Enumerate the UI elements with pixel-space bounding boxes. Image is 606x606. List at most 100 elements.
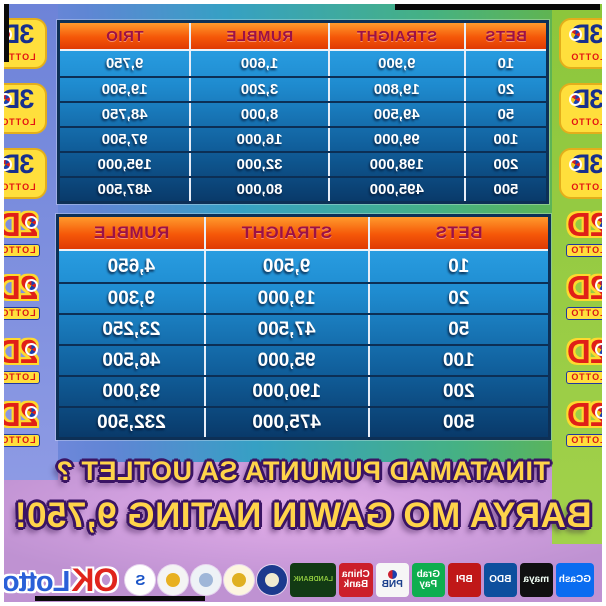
ok-lotto-logo: OK Lotto: [4, 562, 122, 599]
lotto-2d-badge: 2DLOTTO: [559, 333, 602, 385]
bdo-logo: BDO: [483, 563, 517, 597]
pcso-pinwheel-icon: [595, 279, 602, 292]
table-cell: 475,000: [205, 408, 370, 437]
grabpay-logo: Grab Pay: [411, 563, 445, 597]
lotto-2d-badge: 2DLOTTO: [4, 269, 47, 321]
badge-lotto-label: LOTTO: [4, 371, 40, 384]
lotto-3d-badge: 3DLOTTO: [4, 83, 47, 134]
navy-seal-logo: [257, 565, 288, 595]
table-row: 20 19,000 9,300: [59, 282, 548, 313]
pcso-pinwheel-icon: [595, 216, 602, 229]
table-cell: 10: [448, 255, 470, 277]
seal-emblem-icon: [199, 573, 214, 587]
table-cell: 3,200: [191, 78, 330, 101]
headline-line2: BARYA MO GAWIN NATING 9,750!: [14, 496, 592, 535]
table-cell: 9,750: [60, 51, 192, 76]
pcso-pinwheel-icon: [25, 216, 38, 229]
badge-lotto-label: LOTTO: [566, 434, 602, 447]
table-row: 50 47,500 23,250: [59, 313, 548, 344]
pnb-logo: PNB: [375, 563, 409, 597]
table-cell: 198,000: [329, 153, 466, 176]
table-cell: 200: [493, 156, 519, 173]
badge-lotto-label: LOTTO: [4, 307, 40, 320]
table-cell: 47,500: [205, 315, 370, 344]
mirrored-canvas: 3DLOTTO 3DLOTTO 3DLOTTO 2DLOTTO 2DLOTTO 2DLOT…: [4, 4, 602, 602]
logo-label: LANDBANK: [293, 576, 333, 584]
headline-line1: TINATAMAD PUMUNTA SA UOTLET ?: [56, 456, 550, 486]
table-cell: 19,800: [329, 78, 466, 101]
video-artifact-bar-bottom: [35, 596, 205, 601]
footer-logo-strip: GCash maya BDO BPI Grab Pay PNB China Bank LANDBA…: [4, 560, 594, 600]
column-header: RUMBLE: [191, 23, 330, 49]
table-row: 100 95,000 46,500: [59, 344, 548, 375]
badge-lotto-label: LOTTO: [566, 307, 602, 320]
pcso-pinwheel-icon: [569, 158, 582, 171]
badge-lotto-label: LOTTO: [570, 117, 602, 127]
lotto-2d-badge: 2DLOTTO: [4, 206, 47, 258]
badge-lotto-label: LOTTO: [4, 244, 40, 257]
lotto-3d-badge: 3DLOTTO: [559, 83, 602, 134]
lotto-2d-badge: 2DLOTTO: [559, 396, 602, 448]
maya-logo: maya: [519, 563, 553, 597]
column-header: BETS: [435, 223, 483, 242]
gcash-logo: GCash: [555, 563, 594, 597]
seal-emblem-icon: [232, 573, 247, 587]
video-artifact-bar-top: [395, 4, 600, 10]
table-cell: 16,000: [191, 128, 330, 151]
table-header-row: BETS STRAIGHT RUMBLE: [59, 217, 548, 251]
table-cell: 232,500: [59, 408, 206, 437]
pcso-pinwheel-icon: [25, 279, 38, 292]
table-cell: 49,500: [329, 103, 466, 126]
table-cell: 50: [448, 318, 470, 340]
table-header-row: BETS STRAIGHT RUMBLE TRIO: [60, 23, 546, 51]
lotto-2d-badge: 2DLOTTO: [559, 206, 602, 258]
lotto-3d-badge: 3DLOTTO: [559, 18, 602, 69]
logo-strip-right: 3DLOTTO 3DLOTTO 3DLOTTO 2DLOTTO 2DLOTTO 2DLOT…: [4, 4, 58, 480]
table-cell: 80,000: [191, 178, 330, 201]
video-artifact-bar-corner: [4, 4, 9, 62]
lotto-3d-badge: 3DLOTTO: [559, 148, 602, 199]
flag-seal-logo: [158, 565, 189, 595]
table-cell: 487,500: [60, 178, 192, 201]
table-row: 10 9,900 1,600 9,750: [60, 51, 546, 76]
table-row: 100 99,000 16,000 97,500: [60, 126, 546, 151]
logo-label: PNB: [381, 578, 403, 590]
payout-table-2d-lotto: BETS STRAIGHT RUMBLE 10 9,500 4,650 20 19,000 9,…: [56, 214, 551, 440]
table-cell: 99,000: [329, 128, 466, 151]
lotto-3d-badge: 3DLOTTO: [4, 148, 47, 199]
bpi-logo: BPI: [447, 563, 481, 597]
column-header: BETS: [484, 27, 527, 45]
table-cell: 50: [497, 106, 515, 123]
table-cell: 46,500: [59, 346, 206, 375]
table-cell: 100: [442, 349, 475, 371]
badge-lotto-label: LOTTO: [4, 117, 36, 127]
badge-lotto-label: LOTTO: [570, 52, 602, 62]
table-cell: 97,500: [60, 128, 192, 151]
table-row: 50 49,500 8,000 48,750: [60, 101, 546, 126]
column-header: STRAIGHT: [205, 217, 370, 249]
table-cell: 20: [448, 287, 470, 309]
pcso-pinwheel-icon: [569, 28, 582, 41]
column-header: TRIO: [60, 23, 192, 49]
table-cell: 9,900: [329, 51, 466, 76]
badge-lotto-label: LOTTO: [4, 182, 36, 192]
lotto-text: Lotto: [4, 565, 71, 598]
pnb-emblem-icon: [387, 569, 397, 579]
lotto-2d-badge: 2DLOTTO: [559, 269, 602, 321]
lotto-2d-badge: 2DLOTTO: [4, 333, 47, 385]
table-cell: 95,000: [205, 346, 370, 375]
badge-lotto-label: LOTTO: [4, 434, 40, 447]
lotto-3d-badge: 3DLOTTO: [4, 18, 47, 69]
table-row: 20 19,800 3,200 19,500: [60, 76, 546, 101]
lotto-2d-badge: 2DLOTTO: [4, 396, 47, 448]
table-row: 500 495,000 80,000 487,500: [60, 176, 546, 201]
table-cell: 495,000: [329, 178, 466, 201]
table-cell: 32,000: [191, 153, 330, 176]
table-cell: 500: [442, 411, 475, 433]
payout-table-3d-lotto: BETS STRAIGHT RUMBLE TRIO 10 9,900 1,600 9,750 2…: [57, 20, 549, 204]
table-cell: 195,000: [60, 153, 192, 176]
seal-emblem-icon: [265, 573, 280, 587]
trophy-logo: [191, 565, 222, 595]
pcso-pinwheel-icon: [595, 406, 602, 419]
table-cell: 8,000: [191, 103, 330, 126]
